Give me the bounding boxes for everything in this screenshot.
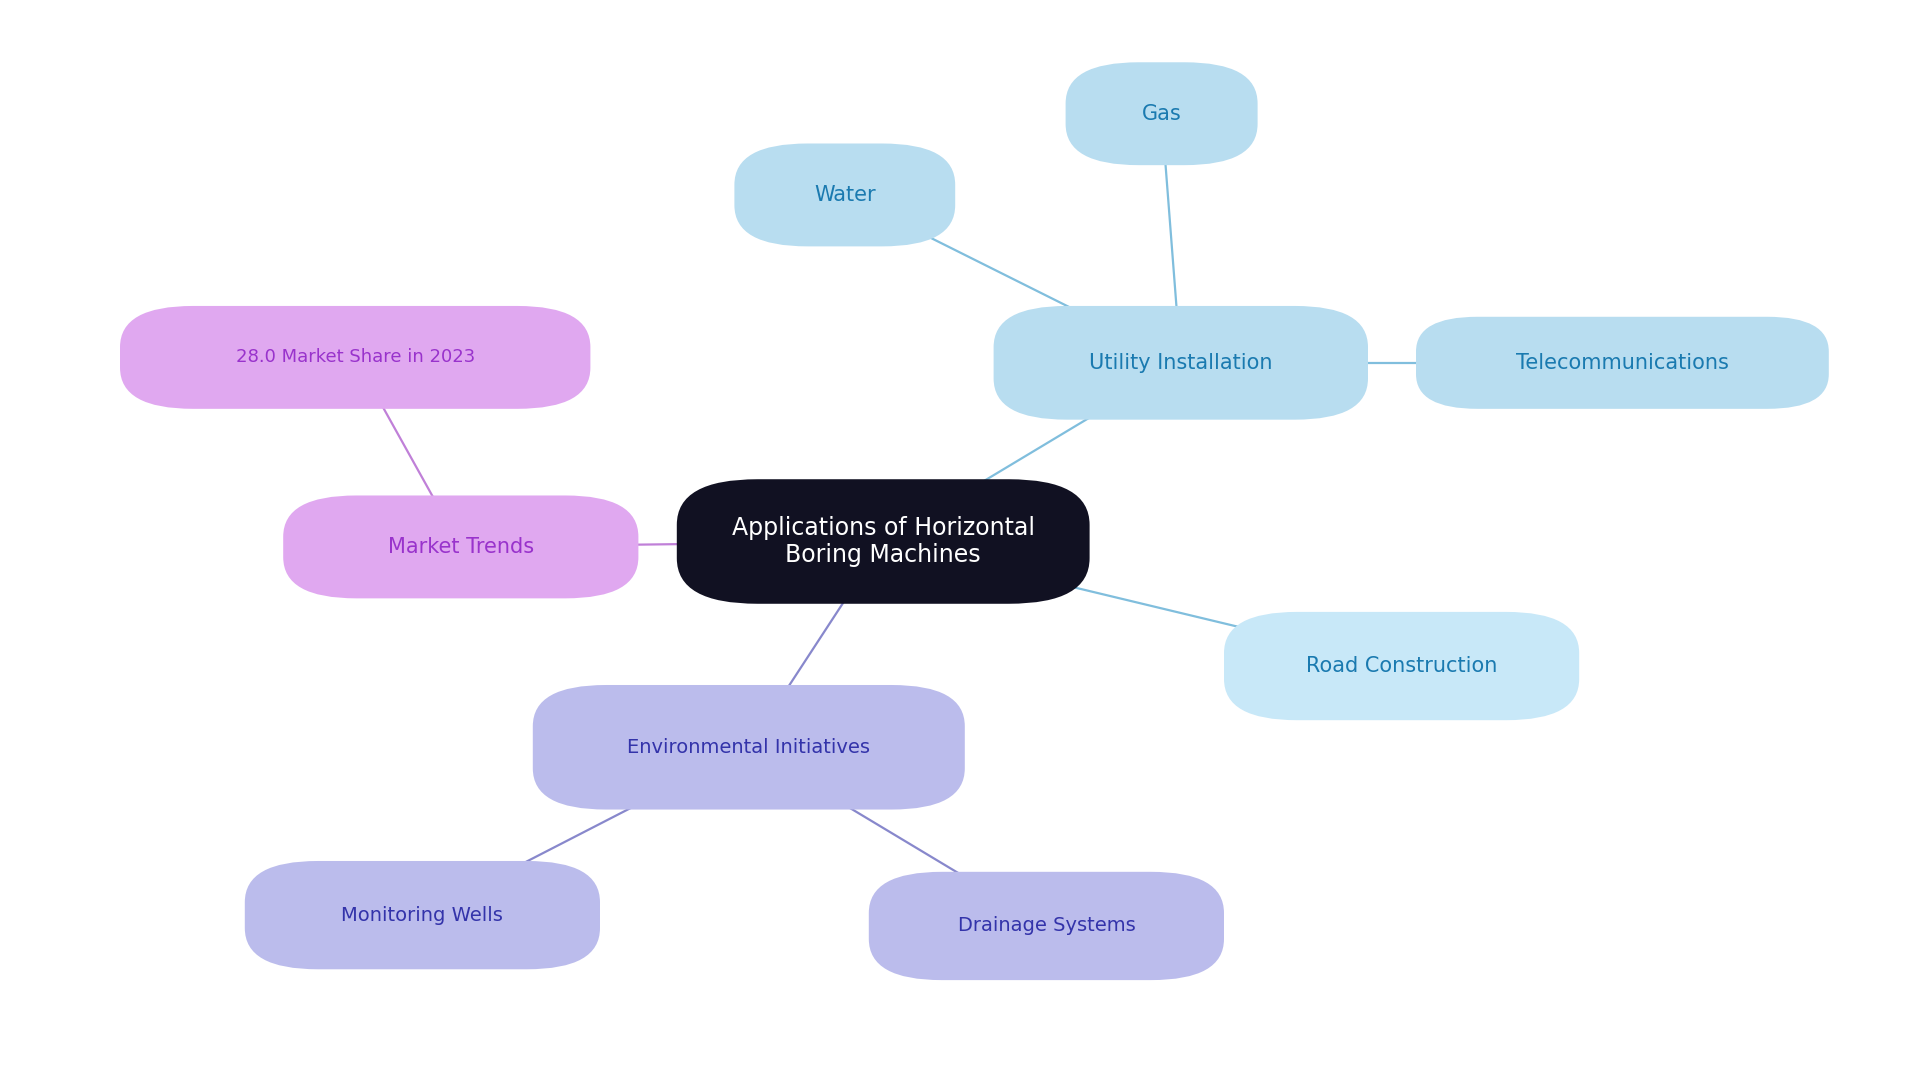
Text: Market Trends: Market Trends bbox=[388, 537, 534, 557]
Text: Water: Water bbox=[814, 185, 876, 205]
Text: Gas: Gas bbox=[1142, 104, 1181, 123]
FancyBboxPatch shape bbox=[119, 305, 591, 409]
FancyBboxPatch shape bbox=[1066, 63, 1258, 165]
FancyBboxPatch shape bbox=[995, 305, 1367, 419]
Text: Environmental Initiatives: Environmental Initiatives bbox=[628, 738, 870, 757]
Text: Utility Installation: Utility Installation bbox=[1089, 353, 1273, 373]
Text: 28.0 Market Share in 2023: 28.0 Market Share in 2023 bbox=[236, 349, 474, 366]
FancyBboxPatch shape bbox=[1415, 317, 1828, 409]
FancyBboxPatch shape bbox=[678, 479, 1089, 604]
FancyBboxPatch shape bbox=[868, 872, 1225, 980]
FancyBboxPatch shape bbox=[733, 144, 956, 247]
FancyBboxPatch shape bbox=[284, 496, 637, 598]
Text: Applications of Horizontal
Boring Machines: Applications of Horizontal Boring Machin… bbox=[732, 516, 1035, 567]
FancyBboxPatch shape bbox=[1225, 612, 1578, 720]
FancyBboxPatch shape bbox=[534, 686, 966, 810]
Text: Road Construction: Road Construction bbox=[1306, 656, 1498, 676]
Text: Drainage Systems: Drainage Systems bbox=[958, 916, 1135, 936]
FancyBboxPatch shape bbox=[246, 861, 599, 969]
Text: Monitoring Wells: Monitoring Wells bbox=[342, 905, 503, 925]
Text: Telecommunications: Telecommunications bbox=[1517, 353, 1728, 373]
